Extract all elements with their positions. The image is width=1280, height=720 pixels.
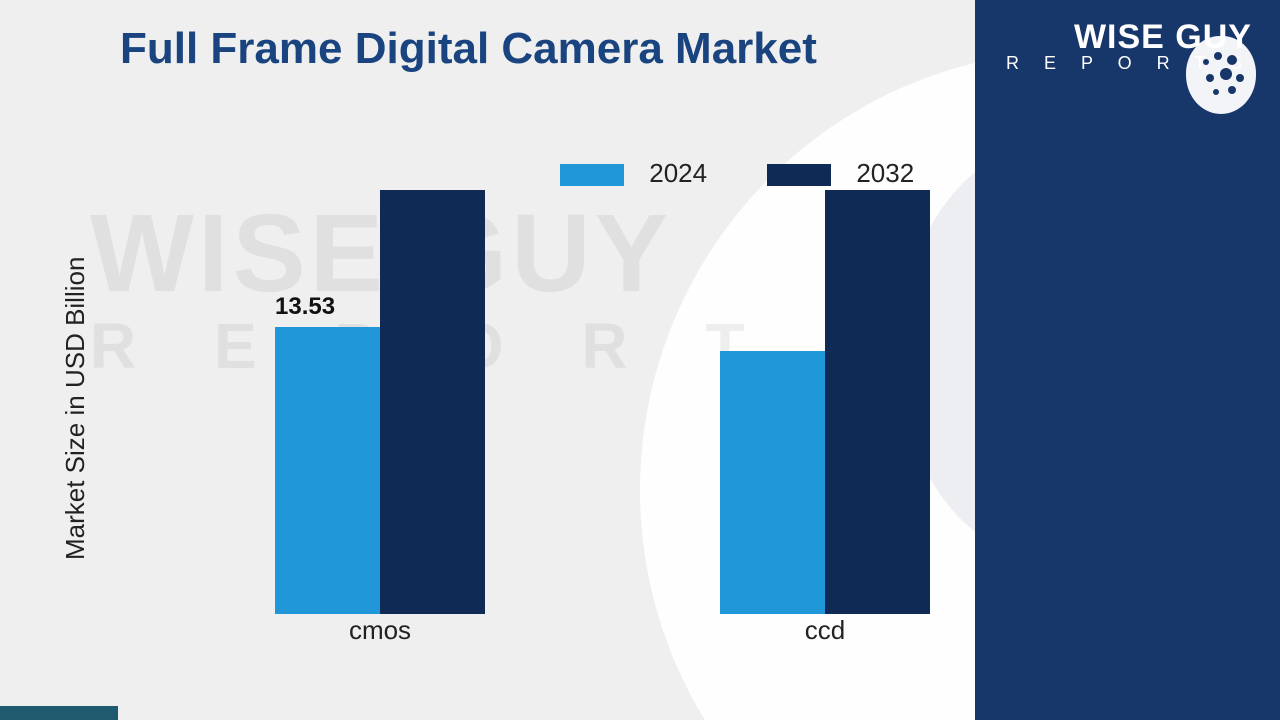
legend-swatch-2024 bbox=[560, 164, 624, 186]
legend: 2024 2032 bbox=[560, 158, 914, 189]
footer-accent-bar bbox=[0, 706, 118, 720]
x-tick-label-cmos: cmos bbox=[340, 615, 420, 646]
legend-item-2032: 2032 bbox=[767, 158, 914, 189]
legend-swatch-2032 bbox=[767, 164, 831, 186]
chart-title: Full Frame Digital Camera Market bbox=[120, 24, 817, 74]
value-label-2024-cmos: 13.53 bbox=[275, 293, 335, 321]
bar-2024-cmos bbox=[275, 327, 380, 614]
legend-label-2032: 2032 bbox=[856, 158, 914, 188]
y-axis-label: Market Size in USD Billion bbox=[60, 257, 91, 560]
bar-2032-ccd bbox=[825, 190, 930, 614]
logo-head-icon bbox=[1186, 36, 1256, 114]
legend-label-2024: 2024 bbox=[649, 158, 707, 188]
legend-item-2024: 2024 bbox=[560, 158, 707, 189]
x-tick-label-ccd: ccd bbox=[785, 615, 865, 646]
bar-2032-cmos bbox=[380, 190, 485, 614]
brand-logo: WISE GUY R E P O R T S bbox=[1006, 18, 1252, 74]
plot-area: 13.53cmosccd bbox=[110, 190, 980, 640]
bar-2024-ccd bbox=[720, 351, 825, 614]
infographic-page: WISE GUY R E P O R T S WISE GUY R E P O … bbox=[0, 0, 1280, 720]
